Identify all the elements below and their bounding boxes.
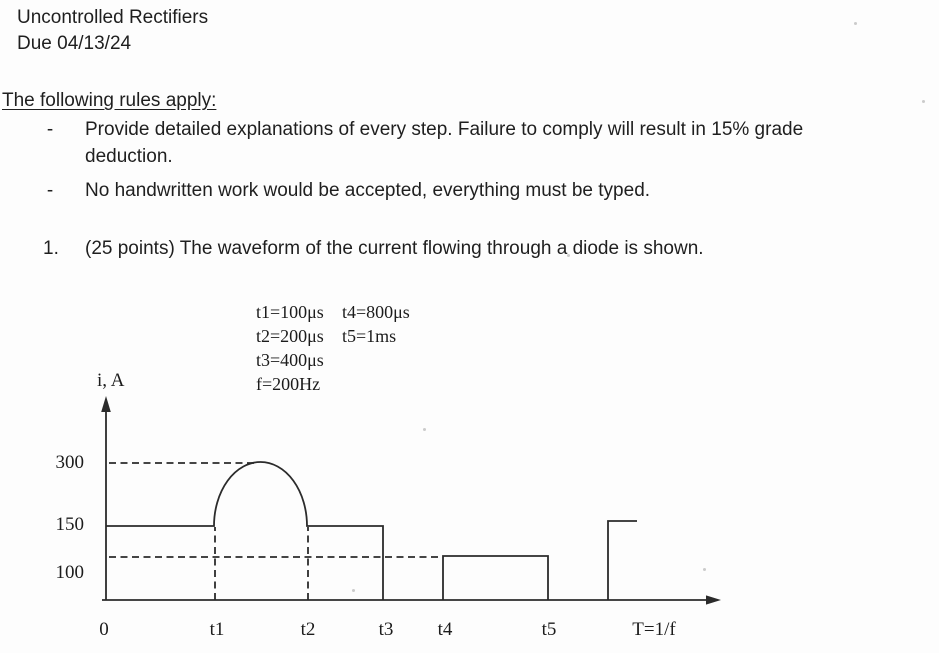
rule-item-2-line-1: No handwritten work would be accepted, e… [85, 180, 651, 201]
scan-speck [703, 568, 706, 571]
x-axis-arrowhead [706, 595, 721, 605]
scan-speck [423, 428, 426, 431]
scan-speck [922, 100, 925, 103]
y-axis-title: i, A [97, 370, 125, 391]
param-t4: t4=800μs [342, 302, 410, 322]
param-t5: t5=1ms [342, 326, 397, 346]
waveform-segment-t4-t5 [442, 555, 549, 600]
y-tick-300: 300 [55, 452, 85, 473]
y-tick-100: 100 [55, 562, 85, 583]
param-t3: t3=400μs [256, 350, 324, 370]
param-row: f=200Hz [256, 372, 410, 396]
param-row: t3=400μs [256, 348, 410, 372]
param-f: f=200Hz [256, 374, 321, 394]
document-title: Uncontrolled Rectifiers [17, 7, 209, 28]
bullet-dash: - [46, 180, 54, 201]
bullet-dash: - [46, 119, 54, 140]
question-number: 1. [43, 238, 59, 259]
param-row: t2=200μs t5=1ms [256, 324, 410, 348]
scan-speck [567, 254, 570, 257]
document-header: Uncontrolled Rectifiers Due 04/13/24 [17, 5, 208, 57]
param-t1: t1=100μs [256, 302, 324, 322]
rules-heading: The following rules apply: [2, 90, 217, 111]
y-tick-150: 150 [55, 514, 85, 535]
x-tick-t2: t2 [300, 619, 316, 640]
scan-speck [352, 589, 355, 592]
rule-item-1-line-2: deduction. [85, 146, 173, 167]
due-date: Due 04/13/24 [17, 33, 132, 54]
x-tick-0: 0 [99, 619, 109, 640]
y-axis-arrowhead [101, 396, 111, 412]
waveform-segment-next-period [607, 520, 637, 600]
rule-item-1-line-1: Provide detailed explanations of every s… [85, 119, 804, 140]
waveform-parameters: t1=100μs t4=800μs t2=200μs t5=1ms t3=400… [256, 300, 410, 396]
x-tick-t4: t4 [437, 619, 453, 640]
x-tick-t3: t3 [378, 619, 394, 640]
scan-speck [854, 22, 857, 25]
x-tick-T: T=1/f [632, 619, 676, 640]
question-text: (25 points) The waveform of the current … [85, 238, 704, 259]
param-t2: t2=200μs [256, 326, 324, 346]
param-row: t1=100μs t4=800μs [256, 300, 410, 324]
waveform-segment-main [106, 461, 384, 600]
x-tick-t1: t1 [209, 619, 225, 640]
x-tick-t5: t5 [541, 619, 557, 640]
